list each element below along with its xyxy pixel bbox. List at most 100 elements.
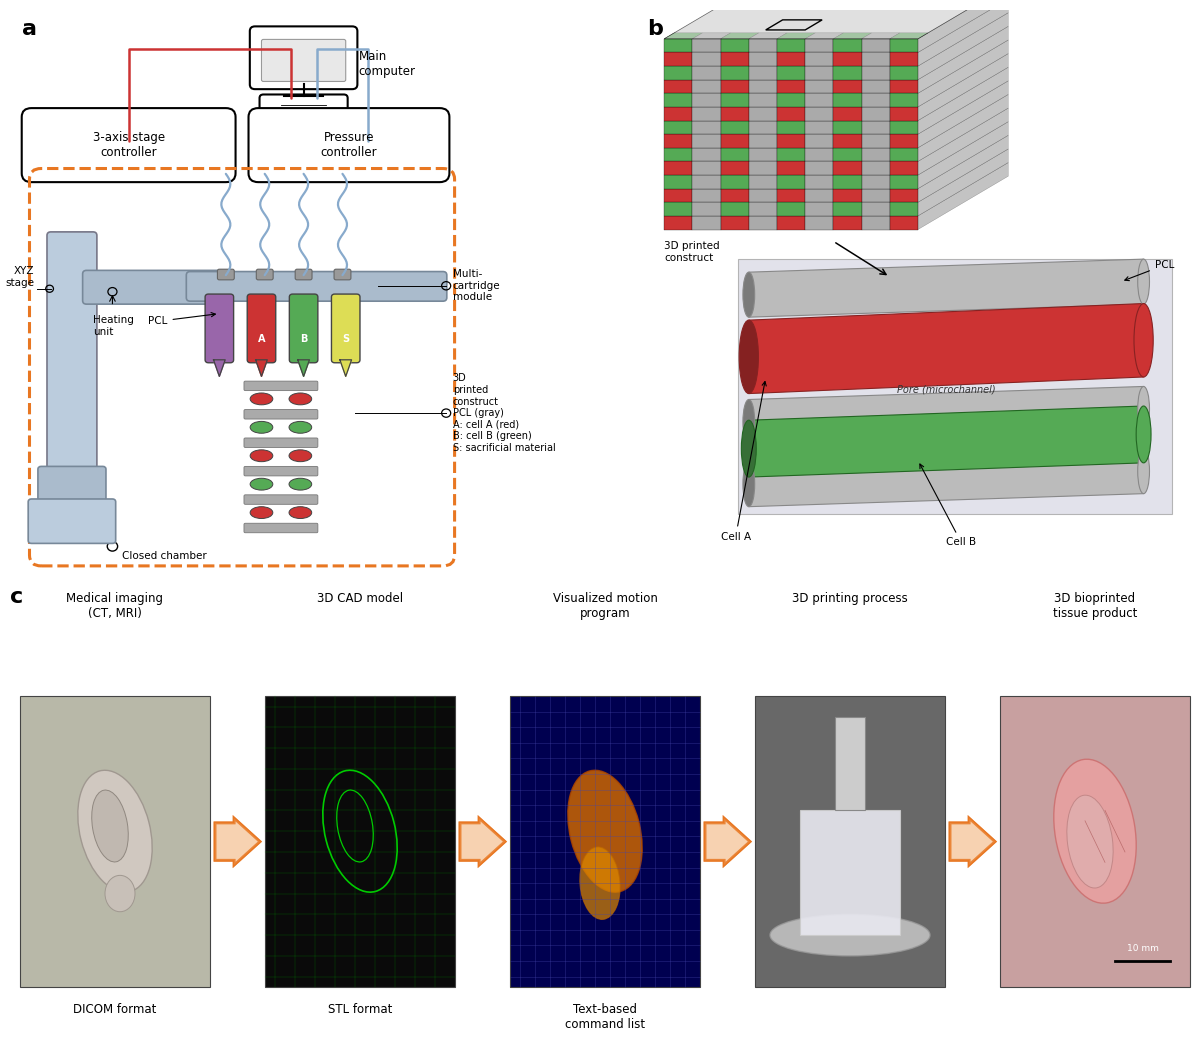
Ellipse shape (250, 450, 272, 461)
Polygon shape (918, 0, 1008, 52)
Polygon shape (862, 94, 890, 107)
Polygon shape (720, 121, 749, 134)
Polygon shape (692, 52, 720, 66)
Polygon shape (749, 134, 778, 148)
Text: Main
computer: Main computer (359, 50, 415, 78)
Text: 3D
printed
construct
PCL (gray)
A: cell A (red)
B: cell B (green)
S: sacrificial: 3D printed construct PCL (gray) A: cell … (452, 373, 556, 453)
Text: Multi-
cartridge
module: Multi- cartridge module (452, 269, 500, 302)
Text: 3D printed
construct: 3D printed construct (665, 241, 720, 263)
FancyBboxPatch shape (217, 269, 234, 279)
Text: B: B (300, 335, 307, 344)
Polygon shape (862, 175, 890, 189)
Polygon shape (665, 0, 1008, 38)
Polygon shape (778, 80, 805, 94)
Text: Medical imaging
(CT, MRI): Medical imaging (CT, MRI) (66, 592, 163, 620)
Polygon shape (805, 80, 834, 94)
Polygon shape (862, 80, 890, 94)
Polygon shape (720, 107, 749, 121)
Polygon shape (749, 406, 1144, 477)
Polygon shape (862, 216, 890, 230)
Text: a: a (22, 20, 37, 39)
Polygon shape (834, 107, 862, 121)
Text: 3D printing process: 3D printing process (792, 592, 908, 606)
Polygon shape (720, 216, 749, 230)
Polygon shape (692, 175, 720, 189)
Polygon shape (890, 33, 928, 38)
Polygon shape (720, 66, 749, 80)
Polygon shape (918, 95, 1008, 161)
Polygon shape (918, 12, 1008, 80)
Polygon shape (749, 33, 787, 38)
Ellipse shape (1138, 449, 1150, 494)
FancyBboxPatch shape (29, 499, 115, 543)
FancyBboxPatch shape (38, 467, 106, 508)
Polygon shape (778, 175, 805, 189)
Ellipse shape (742, 420, 756, 477)
Polygon shape (890, 161, 918, 175)
Text: Pressure
controller: Pressure controller (320, 131, 377, 159)
FancyBboxPatch shape (244, 495, 318, 504)
Ellipse shape (289, 507, 312, 518)
Polygon shape (749, 449, 1144, 507)
Polygon shape (890, 189, 918, 203)
Text: A: A (258, 335, 265, 344)
Polygon shape (805, 38, 834, 52)
Ellipse shape (250, 507, 272, 518)
Polygon shape (862, 33, 900, 38)
Polygon shape (950, 819, 995, 864)
FancyBboxPatch shape (20, 696, 210, 987)
Polygon shape (256, 359, 268, 376)
FancyBboxPatch shape (835, 717, 865, 810)
FancyBboxPatch shape (83, 270, 233, 304)
FancyBboxPatch shape (800, 810, 900, 935)
Polygon shape (738, 259, 1172, 513)
FancyBboxPatch shape (259, 95, 348, 114)
Polygon shape (692, 80, 720, 94)
Polygon shape (805, 66, 834, 80)
Polygon shape (665, 148, 692, 161)
Polygon shape (720, 38, 749, 52)
Polygon shape (862, 148, 890, 161)
Polygon shape (665, 134, 692, 148)
FancyBboxPatch shape (244, 524, 318, 533)
Text: 3D CAD model: 3D CAD model (317, 592, 403, 606)
Polygon shape (692, 134, 720, 148)
Polygon shape (805, 161, 834, 175)
FancyBboxPatch shape (755, 696, 946, 987)
FancyBboxPatch shape (265, 696, 455, 987)
Polygon shape (834, 38, 862, 52)
FancyBboxPatch shape (510, 696, 700, 987)
Text: Text-based
command list: Text-based command list (565, 1003, 646, 1031)
Polygon shape (805, 33, 844, 38)
Text: Cell B: Cell B (920, 464, 977, 548)
Polygon shape (862, 52, 890, 66)
Polygon shape (778, 38, 805, 52)
Text: PCL: PCL (148, 313, 215, 326)
Polygon shape (665, 203, 692, 216)
Polygon shape (665, 189, 692, 203)
Polygon shape (862, 189, 890, 203)
Polygon shape (918, 108, 1008, 175)
Polygon shape (834, 66, 862, 80)
Polygon shape (862, 134, 890, 148)
Polygon shape (805, 121, 834, 134)
Polygon shape (749, 66, 778, 80)
Polygon shape (749, 216, 778, 230)
Polygon shape (862, 203, 890, 216)
Polygon shape (665, 38, 692, 52)
Polygon shape (720, 148, 749, 161)
Ellipse shape (1067, 795, 1114, 888)
FancyBboxPatch shape (289, 294, 318, 363)
Polygon shape (890, 52, 918, 66)
Polygon shape (692, 94, 720, 107)
Ellipse shape (580, 847, 620, 920)
Polygon shape (720, 80, 749, 94)
Text: DICOM format: DICOM format (73, 1003, 157, 1016)
Text: S: S (342, 335, 349, 344)
Polygon shape (720, 175, 749, 189)
Polygon shape (692, 203, 720, 216)
Polygon shape (720, 52, 749, 66)
Polygon shape (340, 359, 352, 376)
Polygon shape (692, 148, 720, 161)
Polygon shape (298, 359, 310, 376)
